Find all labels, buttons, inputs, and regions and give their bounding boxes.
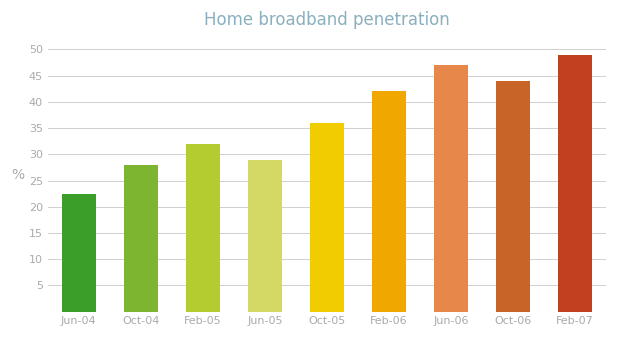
Bar: [124, 165, 158, 312]
Bar: [372, 91, 406, 312]
Bar: [558, 55, 592, 312]
Bar: [434, 65, 468, 312]
Bar: [310, 123, 344, 312]
Bar: [186, 144, 220, 312]
Y-axis label: %: %: [11, 168, 24, 182]
Bar: [62, 194, 96, 312]
Bar: [248, 160, 282, 312]
Title: Home broadband penetration: Home broadband penetration: [204, 11, 450, 29]
Bar: [496, 81, 530, 312]
